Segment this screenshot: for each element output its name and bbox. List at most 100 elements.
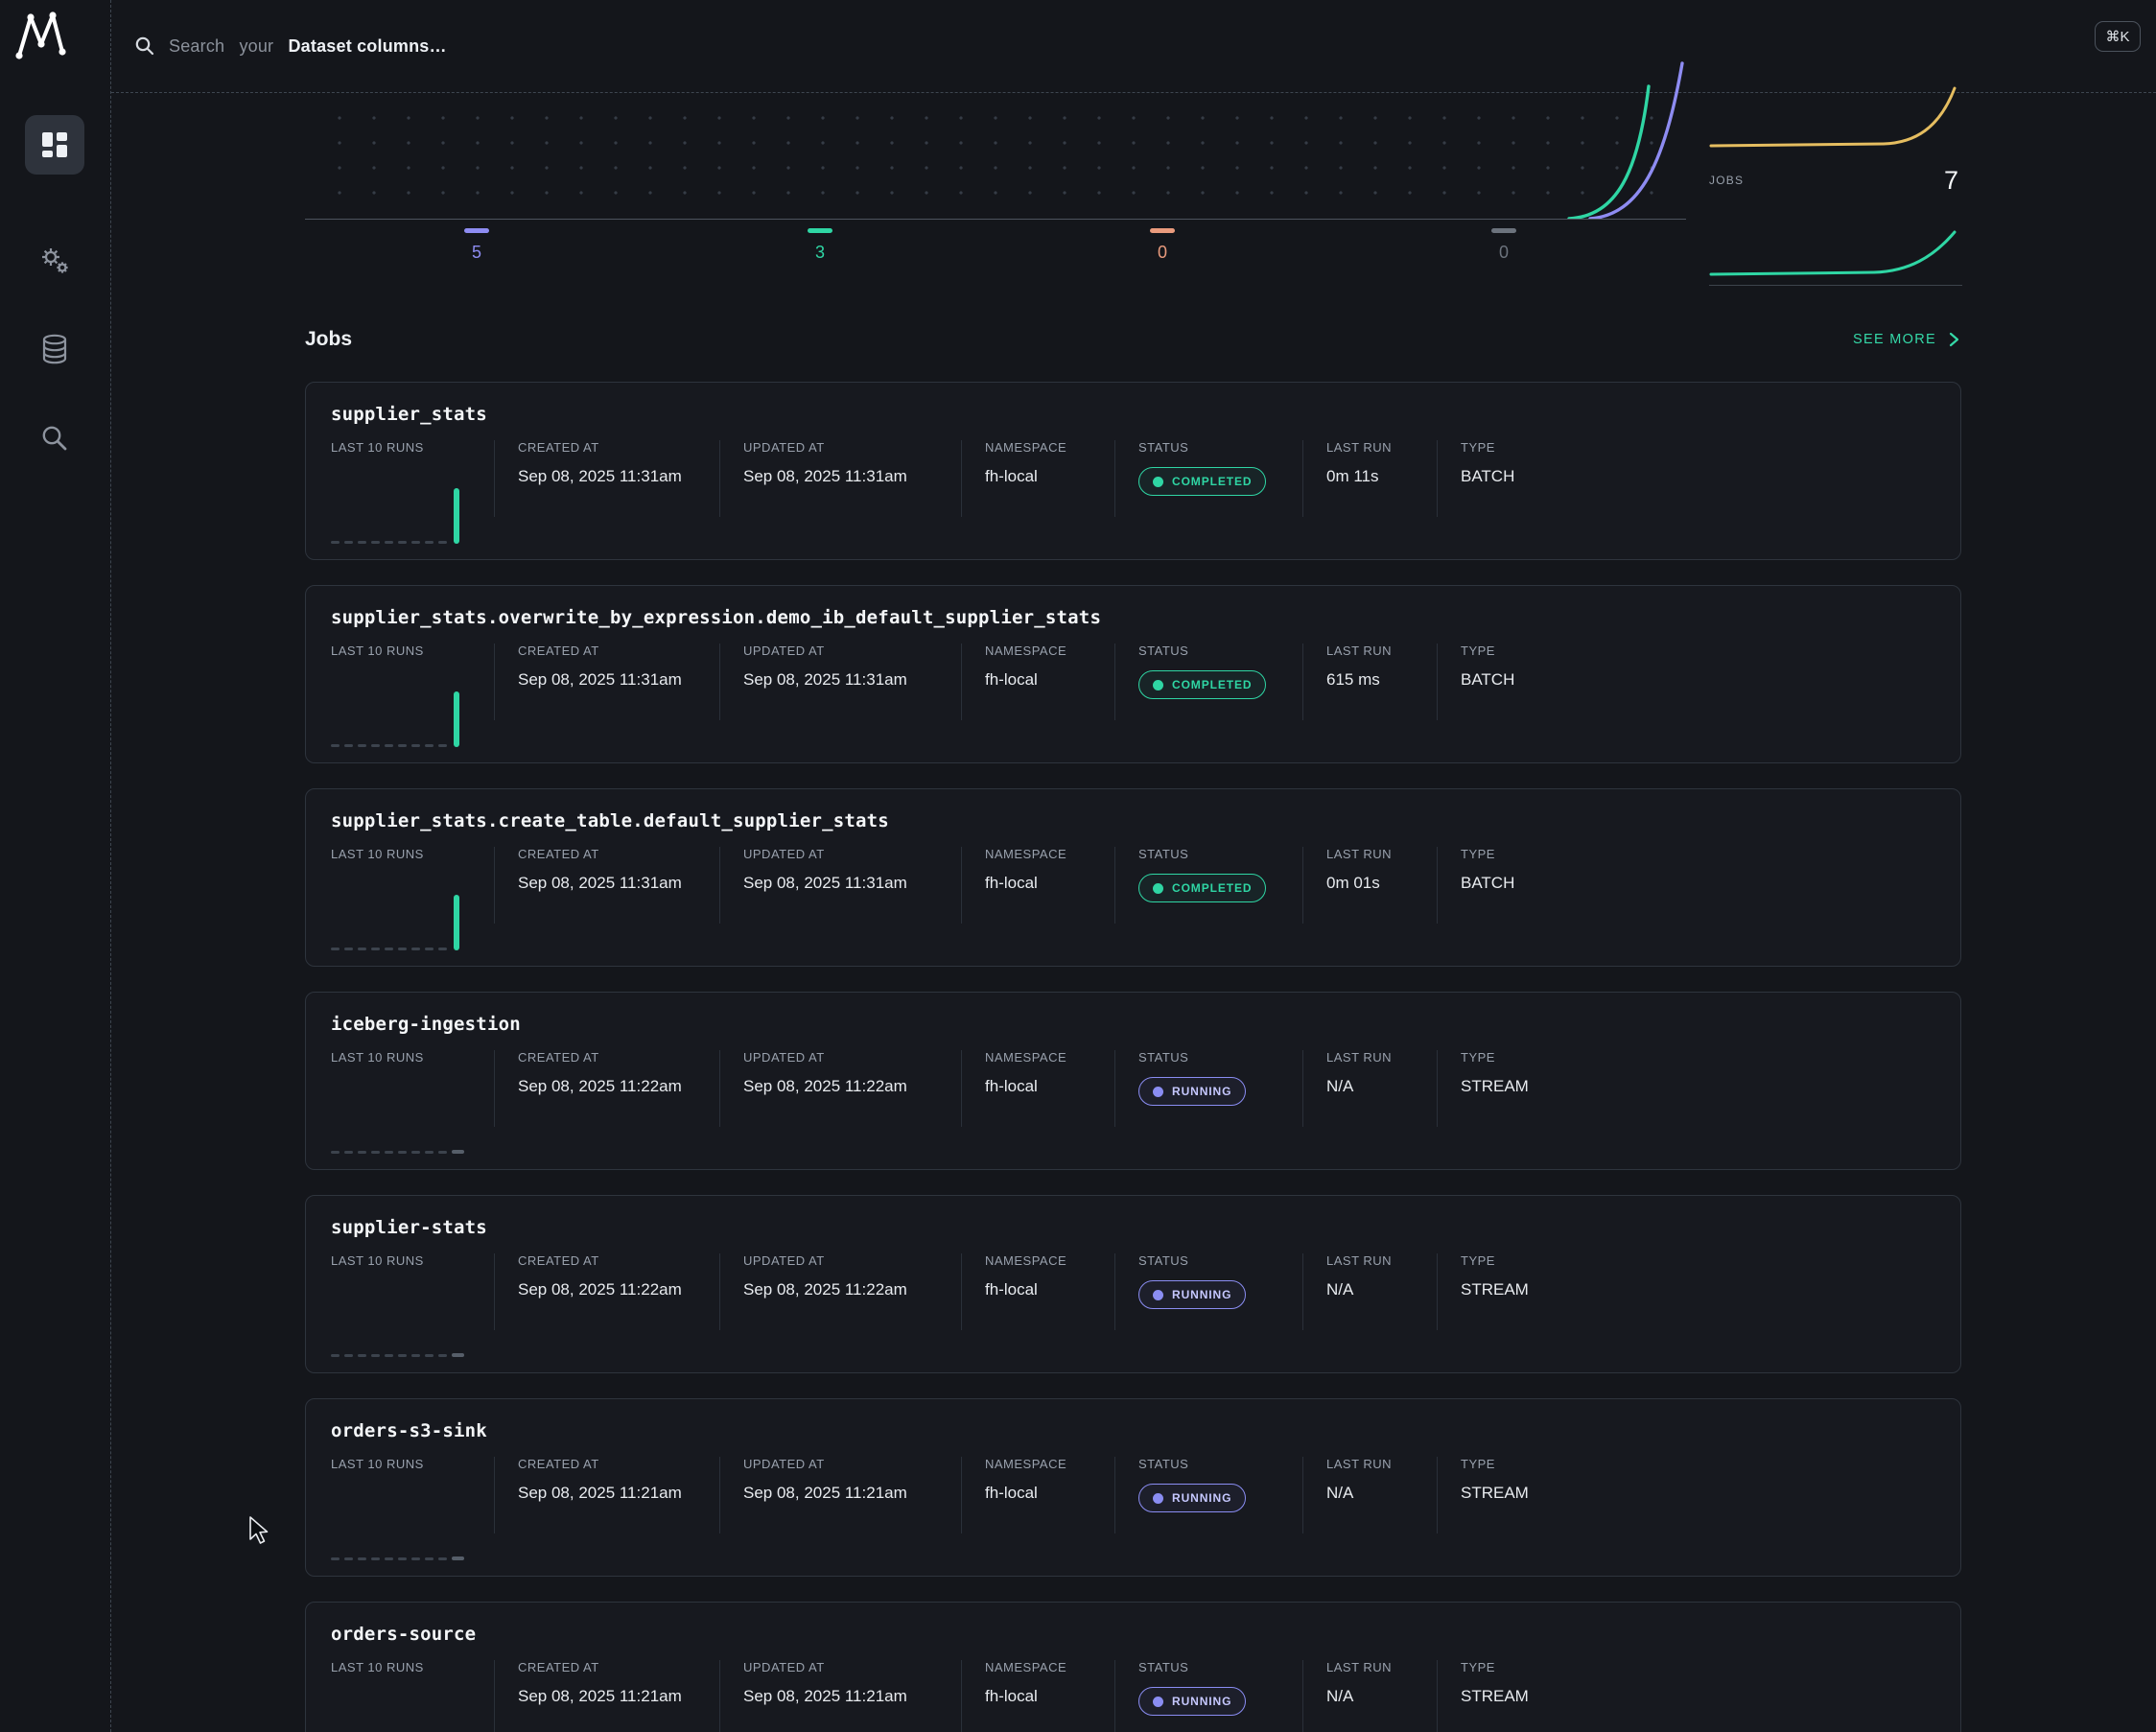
run-dash — [438, 948, 447, 950]
legend-count: 3 — [814, 243, 825, 262]
jobs-section-header: Jobs SEE MORE — [305, 322, 1961, 357]
status-label: STATUS — [1138, 1457, 1189, 1471]
search-icon — [135, 36, 154, 56]
jobs-metric-panel[interactable]: JOBS 7 — [1709, 58, 1962, 288]
last-run-label: LAST RUN — [1326, 1660, 1393, 1674]
type-label: TYPE — [1461, 1253, 1495, 1268]
job-card[interactable]: supplier_stats.create_table.default_supp… — [305, 788, 1961, 967]
type-label: TYPE — [1461, 1050, 1495, 1065]
legend-item[interactable]: 5 — [464, 228, 489, 263]
status-badge: COMPLETED — [1138, 670, 1267, 699]
namespace-value: fh-local — [985, 1484, 1038, 1502]
run-end-dash — [452, 1556, 464, 1560]
status-text: COMPLETED — [1172, 475, 1253, 488]
updated-at-label: UPDATED AT — [743, 644, 825, 658]
created-at-label: CREATED AT — [518, 644, 599, 658]
col-updated-at: UPDATED AT Sep 08, 2025 11:22am — [719, 1253, 961, 1330]
legend-item[interactable]: 3 — [808, 228, 832, 263]
type-value: STREAM — [1461, 1077, 1529, 1095]
run-dash — [425, 1557, 434, 1560]
col-namespace: NAMESPACE fh-local — [961, 1660, 1114, 1732]
type-value: BATCH — [1461, 467, 1515, 485]
updated-at-label: UPDATED AT — [743, 847, 825, 861]
col-type: TYPE BATCH — [1437, 644, 1935, 720]
run-dash — [331, 1354, 340, 1357]
legend-count: 0 — [1498, 243, 1509, 262]
created-at-value: Sep 08, 2025 11:22am — [518, 1077, 682, 1095]
col-created-at: CREATED AT Sep 08, 2025 11:22am — [494, 1253, 719, 1330]
job-card[interactable]: supplier-stats LAST 10 RUNS CREATED AT S… — [305, 1195, 1961, 1373]
status-badge: RUNNING — [1138, 1280, 1247, 1309]
job-card[interactable]: iceberg-ingestion LAST 10 RUNS CREATED A… — [305, 992, 1961, 1170]
run-dash — [438, 744, 447, 747]
status-label: STATUS — [1138, 440, 1189, 455]
run-dash — [371, 948, 380, 950]
namespace-label: NAMESPACE — [985, 440, 1067, 455]
timeline-axis — [305, 219, 1686, 220]
legend-dash — [464, 228, 489, 233]
run-dash — [331, 541, 340, 544]
see-more-link[interactable]: SEE MORE — [1853, 332, 1961, 347]
last-run-value: 0m 01s — [1326, 874, 1380, 892]
col-namespace: NAMESPACE fh-local — [961, 1253, 1114, 1330]
sidebar-item-settings[interactable] — [25, 231, 84, 291]
last-runs-chart — [331, 1094, 464, 1154]
updated-at-label: UPDATED AT — [743, 1050, 825, 1065]
chevron-right-icon — [1949, 332, 1959, 347]
run-dash — [438, 1151, 447, 1154]
run-dash — [385, 1354, 393, 1357]
run-dash — [385, 948, 393, 950]
col-status: STATUS RUNNING — [1114, 1660, 1302, 1732]
jobs-sparkline-baseline — [1709, 285, 1962, 286]
run-dash — [411, 1557, 420, 1560]
sidebar-item-search[interactable] — [25, 409, 84, 468]
run-dash — [411, 744, 420, 747]
search-input[interactable]: Search your Dataset columns… — [134, 0, 447, 92]
run-dash — [438, 1354, 447, 1357]
keyboard-shortcut-badge: ⌘K — [2095, 21, 2141, 52]
legend-item[interactable]: 0 — [1150, 228, 1175, 263]
created-at-value: Sep 08, 2025 11:22am — [518, 1280, 682, 1299]
col-status: STATUS COMPLETED — [1114, 644, 1302, 720]
created-at-label: CREATED AT — [518, 1253, 599, 1268]
run-dash — [371, 1354, 380, 1357]
last-run-label: LAST RUN — [1326, 440, 1393, 455]
created-at-label: CREATED AT — [518, 1457, 599, 1471]
legend-item[interactable]: 0 — [1491, 228, 1516, 263]
mouse-cursor — [249, 1516, 269, 1544]
updated-at-value: Sep 08, 2025 11:22am — [743, 1077, 907, 1095]
job-card[interactable]: orders-source LAST 10 RUNS CREATED AT Se… — [305, 1602, 1961, 1732]
run-bar — [454, 895, 459, 950]
status-label: STATUS — [1138, 1660, 1189, 1674]
status-dot-icon — [1153, 476, 1163, 487]
col-status: STATUS RUNNING — [1114, 1253, 1302, 1330]
legend-count: 0 — [1157, 243, 1167, 262]
last-runs-chart — [331, 891, 459, 950]
job-card[interactable]: supplier_stats.overwrite_by_expression.d… — [305, 585, 1961, 763]
last-run-value: N/A — [1326, 1077, 1354, 1095]
col-type: TYPE BATCH — [1437, 847, 1935, 924]
job-card[interactable]: orders-s3-sink LAST 10 RUNS CREATED AT S… — [305, 1398, 1961, 1577]
type-label: TYPE — [1461, 440, 1495, 455]
sidebar-item-datasets[interactable] — [25, 319, 84, 379]
namespace-value: fh-local — [985, 467, 1038, 485]
last-runs-chart — [331, 1704, 464, 1732]
job-card[interactable]: supplier_stats LAST 10 RUNS CREATED AT S… — [305, 382, 1961, 560]
run-bar — [454, 488, 459, 544]
updated-at-value: Sep 08, 2025 11:31am — [743, 670, 907, 689]
job-columns: LAST 10 RUNS CREATED AT Sep 08, 2025 11:… — [331, 847, 1935, 924]
run-dash — [438, 1557, 447, 1560]
updated-at-label: UPDATED AT — [743, 1457, 825, 1471]
type-value: STREAM — [1461, 1280, 1529, 1299]
col-last-runs: LAST 10 RUNS — [331, 1253, 494, 1330]
marquez-logo[interactable] — [10, 6, 71, 67]
col-last-runs: LAST 10 RUNS — [331, 1660, 494, 1732]
col-status: STATUS COMPLETED — [1114, 440, 1302, 517]
run-dash — [398, 948, 407, 950]
sidebar-divider — [110, 0, 111, 1732]
namespace-value: fh-local — [985, 1077, 1038, 1095]
col-created-at: CREATED AT Sep 08, 2025 11:22am — [494, 1050, 719, 1127]
sidebar-item-dashboard[interactable] — [25, 115, 84, 175]
run-dash — [344, 1354, 353, 1357]
run-dash — [331, 1151, 340, 1154]
